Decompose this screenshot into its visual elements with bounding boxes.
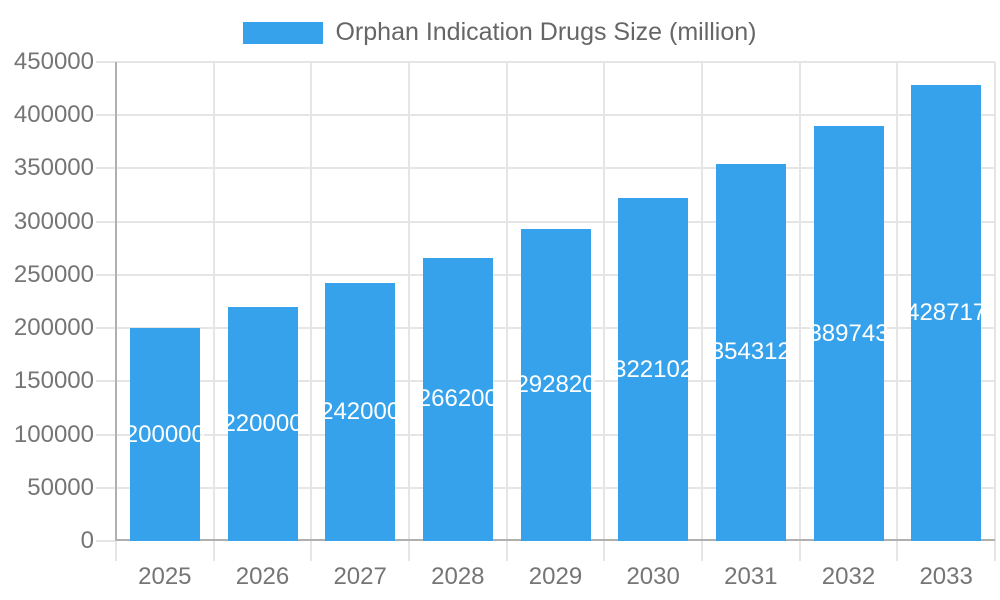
bar-2025[interactable] bbox=[129, 328, 200, 541]
gridline-vertical bbox=[408, 62, 410, 561]
bar-2032[interactable] bbox=[813, 126, 884, 541]
y-tick-label: 400000 bbox=[13, 101, 94, 129]
gridline-vertical bbox=[701, 62, 703, 561]
x-tick-label: 2030 bbox=[626, 563, 680, 590]
y-tick-label: 150000 bbox=[13, 367, 94, 395]
gridline-horizontal bbox=[96, 61, 995, 63]
gridline-vertical bbox=[896, 62, 899, 561]
y-tick-label: 250000 bbox=[13, 260, 94, 288]
gridline-vertical bbox=[603, 62, 606, 561]
y-tick-label: 50000 bbox=[27, 473, 94, 501]
y-tick-label: 350000 bbox=[13, 154, 94, 182]
y-tick-label: 100000 bbox=[13, 420, 94, 448]
gridline-horizontal bbox=[96, 220, 995, 223]
gridline-vertical bbox=[798, 62, 801, 561]
legend-color-swatch bbox=[243, 21, 324, 44]
legend: Orphan Indication Drugs Size (million) bbox=[0, 18, 1000, 47]
gridline-vertical bbox=[505, 62, 508, 561]
gridline-vertical bbox=[212, 62, 215, 561]
x-axis-tick bbox=[115, 541, 117, 561]
bar-2033[interactable] bbox=[911, 84, 982, 541]
y-tick-label: 300000 bbox=[13, 207, 94, 235]
bar-2030[interactable] bbox=[618, 198, 689, 541]
gridline-horizontal bbox=[96, 167, 995, 170]
gridline-vertical bbox=[994, 62, 996, 561]
x-tick-label: 2026 bbox=[235, 563, 290, 590]
x-tick-label: 2031 bbox=[724, 563, 778, 590]
bar-2026[interactable] bbox=[227, 306, 298, 541]
gridline-vertical bbox=[310, 62, 313, 561]
y-tick-label: 0 bbox=[80, 527, 94, 554]
x-tick-label: 2033 bbox=[919, 563, 973, 590]
legend-item[interactable]: Orphan Indication Drugs Size (million) bbox=[243, 18, 757, 47]
gridline-horizontal bbox=[96, 114, 995, 117]
bar-2029[interactable] bbox=[520, 229, 591, 541]
x-tick-label: 2025 bbox=[138, 563, 192, 590]
y-axis-tick bbox=[96, 540, 116, 542]
y-tick-label: 200000 bbox=[13, 314, 94, 342]
bar-2028[interactable] bbox=[422, 257, 493, 541]
x-tick-label: 2027 bbox=[333, 563, 387, 590]
y-axis-line bbox=[115, 62, 117, 541]
plot-area: 200000 220000 242000 266200 292820 322102 3543… bbox=[96, 61, 996, 561]
legend-label: Orphan Indication Drugs Size (million) bbox=[335, 18, 757, 46]
x-tick-label: 2032 bbox=[821, 563, 876, 590]
x-tick-label: 2028 bbox=[431, 563, 485, 590]
bar-2031[interactable] bbox=[715, 163, 786, 541]
y-tick-label: 450000 bbox=[13, 48, 94, 75]
bar-2027[interactable] bbox=[325, 283, 396, 541]
x-tick-label: 2029 bbox=[528, 563, 583, 590]
